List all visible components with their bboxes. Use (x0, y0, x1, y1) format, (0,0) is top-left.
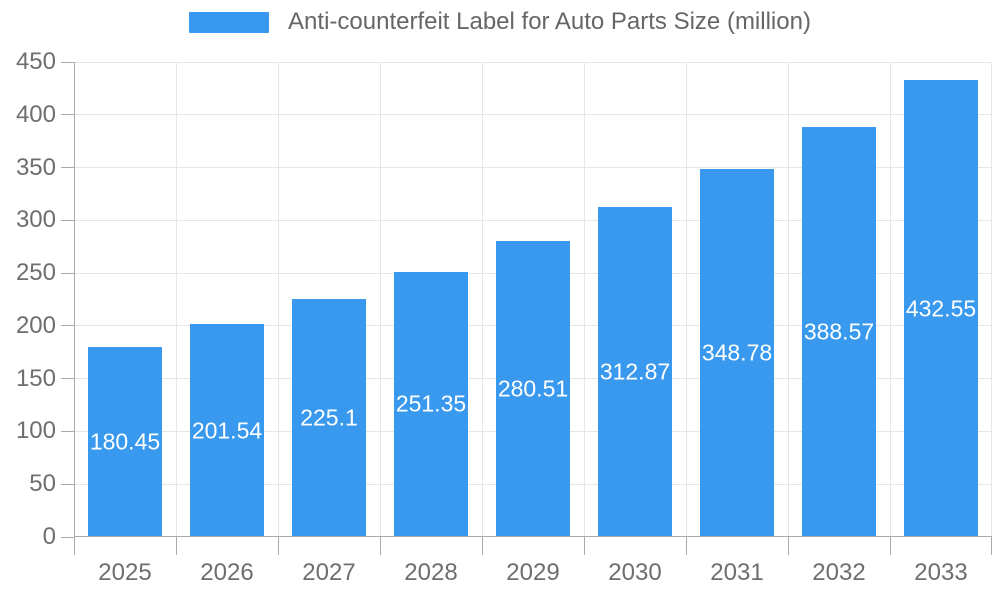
x-splitline (380, 62, 381, 537)
x-axis-tick (686, 537, 687, 555)
y-axis-tick (61, 325, 74, 327)
x-splitline (991, 62, 992, 537)
x-splitline (686, 62, 687, 537)
x-axis-tick-label: 2030 (608, 559, 662, 586)
bar-value-label: 348.78 (701, 339, 773, 366)
x-axis-tick (991, 537, 992, 555)
bar-value-label: 180.45 (89, 428, 161, 455)
bar-value-label: 432.55 (905, 295, 977, 322)
bar[interactable]: 180.45 (88, 346, 162, 537)
x-axis-tick-label: 2026 (200, 559, 254, 586)
bar[interactable]: 225.1 (292, 299, 366, 537)
bar[interactable]: 432.55 (904, 80, 978, 537)
x-axis-tick-label: 2032 (812, 559, 866, 586)
bar-value-label: 201.54 (191, 417, 263, 444)
x-splitline (788, 62, 789, 537)
x-splitline (482, 62, 483, 537)
y-axis-tick (61, 536, 74, 538)
bar[interactable]: 348.78 (700, 168, 774, 537)
x-splitline (278, 62, 279, 537)
bar[interactable]: 280.51 (496, 240, 570, 537)
y-gridline (74, 219, 992, 221)
x-axis-tick-label: 2029 (506, 559, 560, 586)
x-axis-tick (74, 537, 75, 555)
x-axis-tick (278, 537, 279, 555)
x-splitline (584, 62, 585, 537)
legend-item[interactable]: Anti-counterfeit Label for Auto Parts Si… (0, 0, 1000, 44)
y-axis-tick (61, 114, 74, 116)
y-axis-tick (61, 483, 74, 485)
y-gridline (74, 61, 992, 63)
x-axis-tick (890, 537, 891, 555)
x-axis-tick (788, 537, 789, 555)
x-axis-tick-label: 2025 (98, 559, 152, 586)
bar[interactable]: 251.35 (394, 271, 468, 537)
y-axis-tick-label: 350 (15, 153, 56, 181)
y-axis-tick-label: 0 (42, 523, 56, 550)
y-axis-tick-label: 100 (15, 417, 56, 445)
bar[interactable]: 201.54 (190, 324, 264, 537)
y-axis-tick (61, 430, 74, 432)
y-axis-tick (61, 61, 74, 63)
y-axis-tick-label: 200 (15, 311, 56, 339)
x-axis-tick (482, 537, 483, 555)
bar[interactable]: 388.57 (802, 126, 876, 537)
y-axis-tick-label: 150 (15, 364, 56, 392)
x-axis-tick-label: 2028 (404, 559, 458, 586)
x-axis-line (74, 536, 992, 537)
y-gridline (74, 167, 992, 169)
legend-swatch-icon (189, 11, 270, 33)
bar-value-label: 388.57 (803, 318, 875, 345)
bar-value-label: 225.1 (300, 404, 358, 431)
y-gridline (74, 114, 992, 116)
bar-value-label: 280.51 (497, 375, 569, 402)
bar[interactable]: 312.87 (598, 206, 672, 537)
plot-area: 180.45 201.54 225.1 251.35 280.51 312.87 348.7… (61, 61, 992, 555)
y-axis-tick (61, 219, 74, 221)
y-axis-tick-label: 50 (29, 470, 56, 498)
x-splitline (176, 62, 177, 537)
bar-value-label: 312.87 (599, 358, 671, 385)
x-axis-tick (584, 537, 585, 555)
y-axis-tick-label: 300 (15, 206, 56, 234)
x-axis-tick (380, 537, 381, 555)
y-axis-tick (61, 167, 74, 169)
x-splitline (890, 62, 891, 537)
y-axis-tick-label: 450 (15, 48, 56, 75)
bar-value-label: 251.35 (395, 390, 467, 417)
x-axis-tick (176, 537, 177, 555)
y-axis-tick (61, 272, 74, 274)
x-axis-tick-label: 2031 (710, 559, 764, 586)
y-axis-line (74, 62, 75, 537)
y-axis-tick (61, 378, 74, 380)
x-axis-tick-label: 2033 (914, 559, 968, 586)
y-axis-tick-label: 250 (15, 259, 56, 287)
y-axis-tick-label: 400 (15, 100, 56, 128)
x-axis-tick-label: 2027 (302, 559, 356, 586)
legend-label: Anti-counterfeit Label for Auto Parts Si… (288, 8, 811, 35)
